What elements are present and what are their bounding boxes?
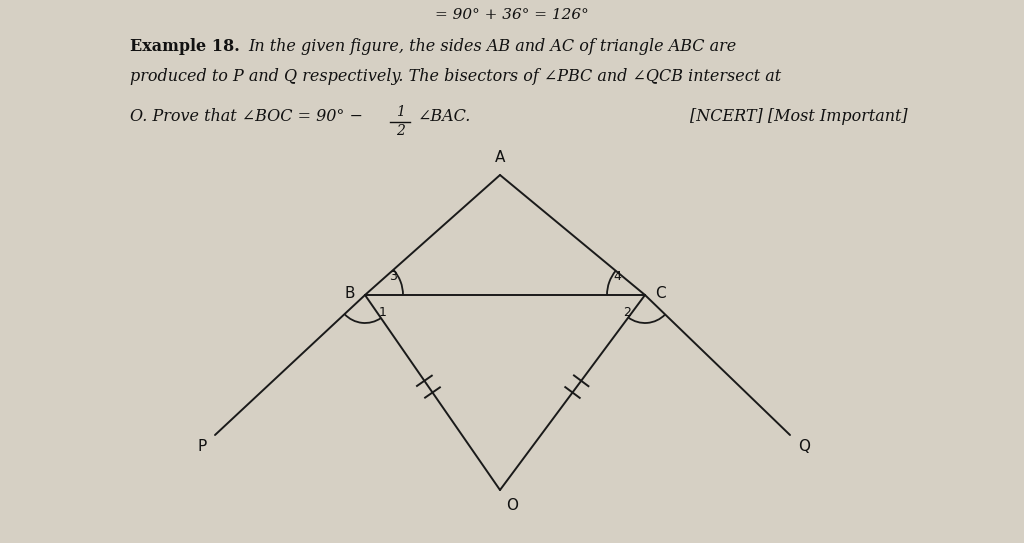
Text: 4: 4 xyxy=(613,270,621,283)
Text: 3: 3 xyxy=(389,270,397,283)
Text: produced to P and Q respectively. The bisectors of ∠PBC and ∠QCB intersect at: produced to P and Q respectively. The bi… xyxy=(130,68,781,85)
Text: P: P xyxy=(198,439,207,454)
Text: 1: 1 xyxy=(395,105,404,119)
Text: 2: 2 xyxy=(395,124,404,138)
Text: 1: 1 xyxy=(379,306,387,319)
Text: C: C xyxy=(655,286,666,300)
Text: 2: 2 xyxy=(623,306,631,319)
Text: B: B xyxy=(344,286,355,300)
Text: A: A xyxy=(495,150,505,165)
Text: Q: Q xyxy=(798,439,810,454)
Text: In the given figure, the sides AB and AC of triangle ABC are: In the given figure, the sides AB and AC… xyxy=(248,38,736,55)
Text: [NCERT] [Most Important]: [NCERT] [Most Important] xyxy=(690,108,907,125)
Text: Example 18.: Example 18. xyxy=(130,38,240,55)
Text: O. Prove that ∠BOC = 90° −: O. Prove that ∠BOC = 90° − xyxy=(130,108,368,125)
Text: = 90° + 36° = 126°: = 90° + 36° = 126° xyxy=(435,8,589,22)
Text: O: O xyxy=(506,498,518,513)
Text: ∠BAC.: ∠BAC. xyxy=(418,108,471,125)
